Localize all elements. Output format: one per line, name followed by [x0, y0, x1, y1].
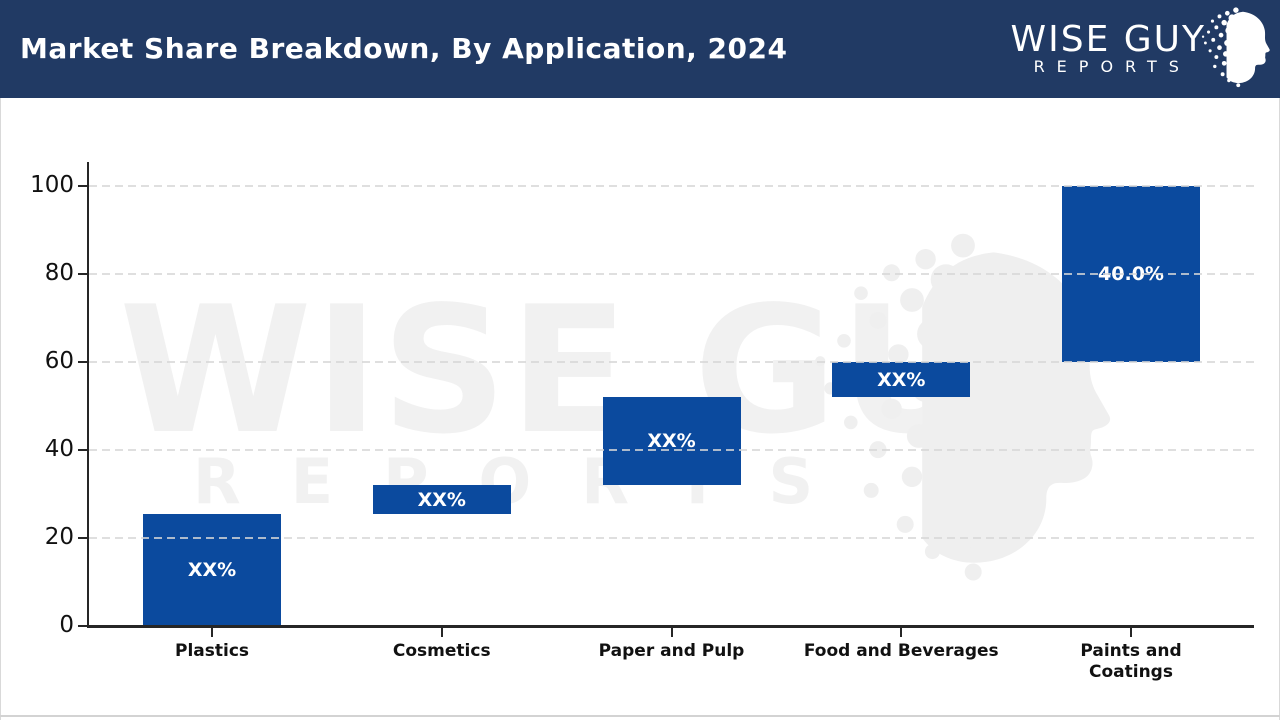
gridline-80 [89, 273, 1254, 275]
brand-logo-text: WISE GUY REPORTS [1011, 19, 1207, 76]
bar-segment-Plastics: XX% [143, 514, 281, 626]
chart-title: Market Share Breakdown, By Application, … [20, 32, 788, 65]
bar-segment-Cosmetics: XX% [372, 485, 511, 515]
x-tick-label-3: Food and Beverages [803, 641, 999, 661]
y-tick-label-20: 20 [44, 524, 74, 550]
x-tick-4 [1130, 628, 1132, 637]
x-tick-3 [900, 628, 903, 637]
chart-area: WISE GUY REPORTS 0 20 40 60 80 100 XX% Plastics… [0, 98, 1280, 720]
y-tick-label-100: 100 [30, 172, 74, 198]
x-tick-label-2: Paper and Pulp [598, 641, 745, 661]
brand-logo: WISE GUY REPORTS [1011, 6, 1277, 94]
x-tick-2 [670, 628, 673, 637]
brand-name: WISE GUY [1010, 18, 1206, 60]
bar-value-label: XX% [417, 488, 466, 511]
y-tick-label-0: 0 [59, 612, 74, 638]
gridline-100 [89, 185, 1254, 187]
y-tick-label-60: 60 [44, 348, 74, 374]
x-tick-label-1: Cosmetics [392, 641, 491, 661]
y-tick-60 [78, 361, 87, 363]
y-tick-0 [78, 625, 87, 627]
gridline-40 [89, 449, 1254, 451]
x-tick-label-0: Plastics [174, 641, 250, 661]
x-axis [87, 625, 1254, 628]
gridline-20 [89, 537, 1254, 539]
bar-segment-Paper and Pulp: XX% [602, 397, 741, 486]
y-tick-100 [78, 185, 87, 187]
x-tick-1 [440, 628, 443, 637]
gridline-60 [89, 361, 1254, 363]
y-tick-80 [78, 273, 87, 275]
header: Market Share Breakdown, By Application, … [0, 0, 1280, 98]
y-tick-label-40: 40 [44, 436, 74, 462]
bar-value-label: XX% [647, 430, 696, 453]
bar-value-label: XX% [187, 559, 237, 582]
brand-subtitle: REPORTS [1033, 56, 1191, 76]
y-tick-40 [78, 449, 87, 451]
bar-segment-Food and Beverages: XX% [832, 362, 971, 398]
y-tick-20 [78, 537, 87, 539]
y-tick-label-80: 80 [44, 260, 74, 286]
bar-value-label: XX% [877, 368, 926, 391]
x-tick-label-4: Paints and Coatings [1080, 641, 1182, 682]
y-axis [87, 162, 89, 628]
x-tick-0 [211, 628, 213, 637]
